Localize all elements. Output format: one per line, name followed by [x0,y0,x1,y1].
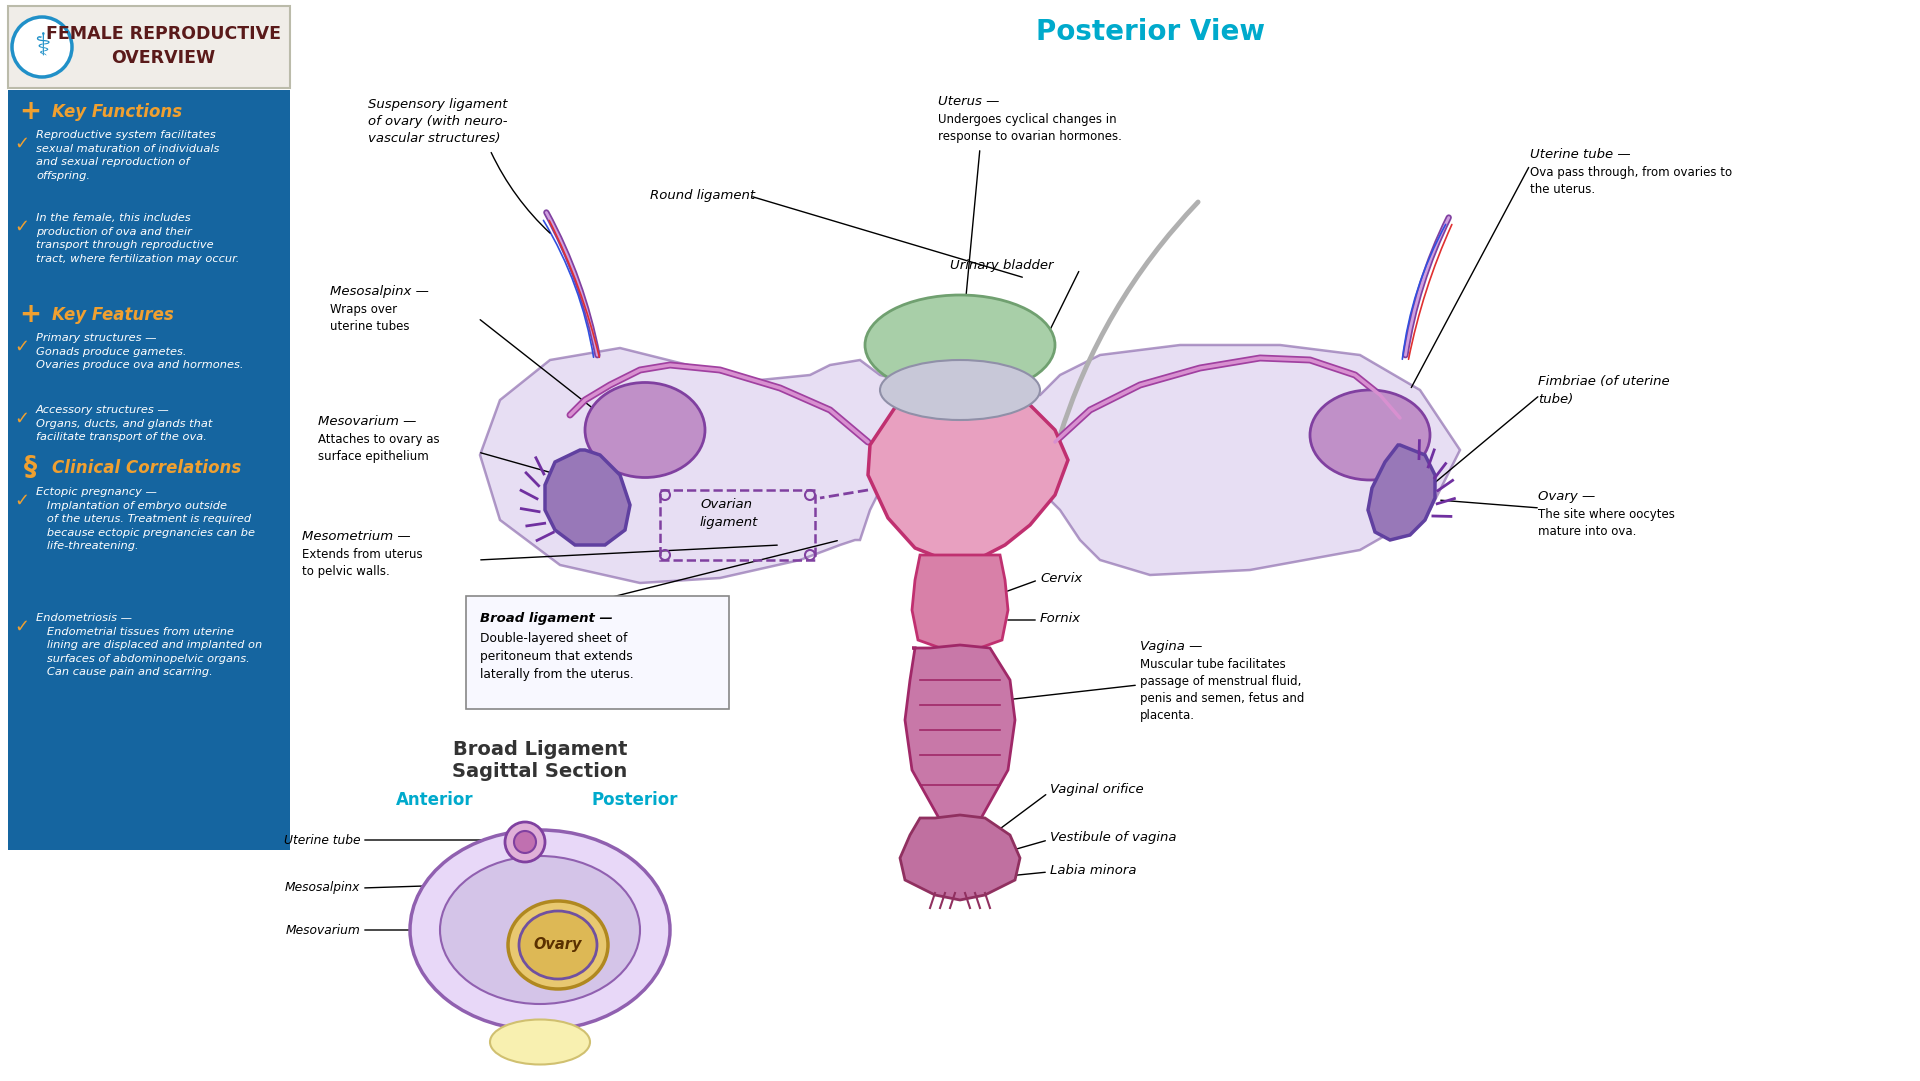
Text: Vagina —: Vagina — [1140,640,1202,653]
Text: Double-layered sheet of: Double-layered sheet of [480,632,628,645]
Text: Endometriosis —
   Endometrial tissues from uterine
   lining are displaced and : Endometriosis — Endometrial tissues from… [36,613,263,678]
Text: Broad ligament —: Broad ligament — [480,612,612,625]
Text: Fimbriae (of uterine: Fimbriae (of uterine [1538,375,1670,388]
Text: OVERVIEW: OVERVIEW [111,49,215,67]
Text: +: + [19,302,40,328]
Text: ✓: ✓ [15,492,29,510]
Text: Attaches to ovary as: Attaches to ovary as [319,433,440,446]
Ellipse shape [490,1019,589,1065]
Ellipse shape [515,831,536,853]
Text: to pelvic walls.: to pelvic walls. [301,565,390,578]
Text: Posterior: Posterior [591,791,678,809]
Ellipse shape [440,856,639,1004]
Polygon shape [545,450,630,545]
Text: Primary structures —
Gonads produce gametes.
Ovaries produce ova and hormones.: Primary structures — Gonads produce game… [36,333,244,370]
Polygon shape [868,348,1068,562]
Text: ligament: ligament [701,516,758,529]
Ellipse shape [509,900,609,989]
Text: Key Features: Key Features [52,306,173,324]
Text: Key Functions: Key Functions [52,103,182,121]
Text: passage of menstrual fluid,: passage of menstrual fluid, [1140,675,1302,688]
Text: Fornix: Fornix [1041,612,1081,625]
Ellipse shape [866,295,1054,395]
Text: response to ovarian hormones.: response to ovarian hormones. [939,130,1121,143]
Ellipse shape [411,830,670,1030]
Text: The site where oocytes: The site where oocytes [1538,508,1674,521]
Text: Wraps over: Wraps over [330,303,397,316]
Text: the uterus.: the uterus. [1530,183,1596,196]
Polygon shape [1367,445,1434,540]
Text: Undergoes cyclical changes in: Undergoes cyclical changes in [939,114,1117,126]
Text: Mesovarium —: Mesovarium — [319,415,417,428]
Ellipse shape [586,383,705,478]
Text: FEMALE REPRODUCTIVE: FEMALE REPRODUCTIVE [46,25,280,43]
Text: Accessory structures —
Organs, ducts, and glands that
facilitate transport of th: Accessory structures — Organs, ducts, an… [36,405,213,442]
Text: §: § [23,455,36,481]
Text: peritoneum that extends: peritoneum that extends [480,650,634,663]
Text: Sagittal Section: Sagittal Section [453,762,628,780]
FancyBboxPatch shape [467,596,730,709]
Text: Muscular tube facilitates: Muscular tube facilitates [1140,658,1286,671]
Ellipse shape [1309,390,1430,480]
Text: Uterine tube —: Uterine tube — [1530,148,1630,161]
Ellipse shape [505,822,545,862]
Text: mature into ova.: mature into ova. [1538,525,1636,538]
Text: In the female, this includes
production of ova and their
transport through repro: In the female, this includes production … [36,213,240,264]
Text: ✓: ✓ [15,338,29,356]
Text: Extends from uterus: Extends from uterus [301,548,422,561]
Text: Urinary bladder: Urinary bladder [950,258,1054,271]
Text: Broad Ligament: Broad Ligament [453,740,628,759]
Text: Ovary —: Ovary — [1538,490,1596,503]
Text: Ovarian: Ovarian [701,498,753,511]
Text: of ovary (with neuro-: of ovary (with neuro- [369,115,507,128]
Text: Reproductive system facilitates
sexual maturation of individuals
and sexual repr: Reproductive system facilitates sexual m… [36,130,219,181]
Polygon shape [900,815,1020,900]
Text: Ovary: Ovary [534,937,582,952]
Text: Mesosalpinx: Mesosalpinx [284,881,361,894]
Text: Vaginal orifice: Vaginal orifice [1050,784,1144,797]
Text: Posterior View: Posterior View [1035,18,1265,46]
Polygon shape [904,645,1016,840]
Text: Round ligament: Round ligament [651,188,755,201]
Ellipse shape [879,360,1041,421]
Text: penis and semen, fetus and: penis and semen, fetus and [1140,692,1304,705]
Text: +: + [19,99,40,125]
Text: Uterus —: Uterus — [939,95,1000,108]
Text: Clinical Correlations: Clinical Correlations [52,459,242,477]
Text: Mesovarium: Mesovarium [286,923,361,936]
Text: ✓: ✓ [15,135,29,154]
Text: Vestibule of vagina: Vestibule of vagina [1050,831,1177,844]
Text: Mesometrium —: Mesometrium — [301,530,411,543]
Ellipse shape [518,911,597,979]
Circle shape [12,17,73,77]
Text: Uterine tube: Uterine tube [284,833,361,846]
Text: Mesosalpinx —: Mesosalpinx — [330,285,428,298]
Text: vascular structures): vascular structures) [369,132,501,145]
Text: ⚕: ⚕ [35,32,50,62]
Text: ✓: ✓ [15,218,29,236]
Text: Suspensory ligament: Suspensory ligament [369,98,507,111]
Text: placenta.: placenta. [1140,709,1194,722]
Text: uterine tubes: uterine tubes [330,320,409,333]
Text: Ectopic pregnancy —
   Implantation of embryo outside
   of the uterus. Treatmen: Ectopic pregnancy — Implantation of embr… [36,488,255,551]
Text: ✓: ✓ [15,410,29,428]
Text: Labia minora: Labia minora [1050,864,1137,877]
Text: ✓: ✓ [15,618,29,636]
Text: tube): tube) [1538,393,1572,406]
Text: surface epithelium: surface epithelium [319,450,428,463]
Text: Ova pass through, from ovaries to: Ova pass through, from ovaries to [1530,166,1732,179]
Polygon shape [480,345,1459,583]
Text: laterally from the uterus.: laterally from the uterus. [480,668,634,681]
Text: Anterior: Anterior [396,791,474,809]
Text: Cervix: Cervix [1041,572,1083,585]
FancyBboxPatch shape [8,6,290,88]
FancyBboxPatch shape [8,90,290,850]
Polygon shape [912,555,1008,655]
